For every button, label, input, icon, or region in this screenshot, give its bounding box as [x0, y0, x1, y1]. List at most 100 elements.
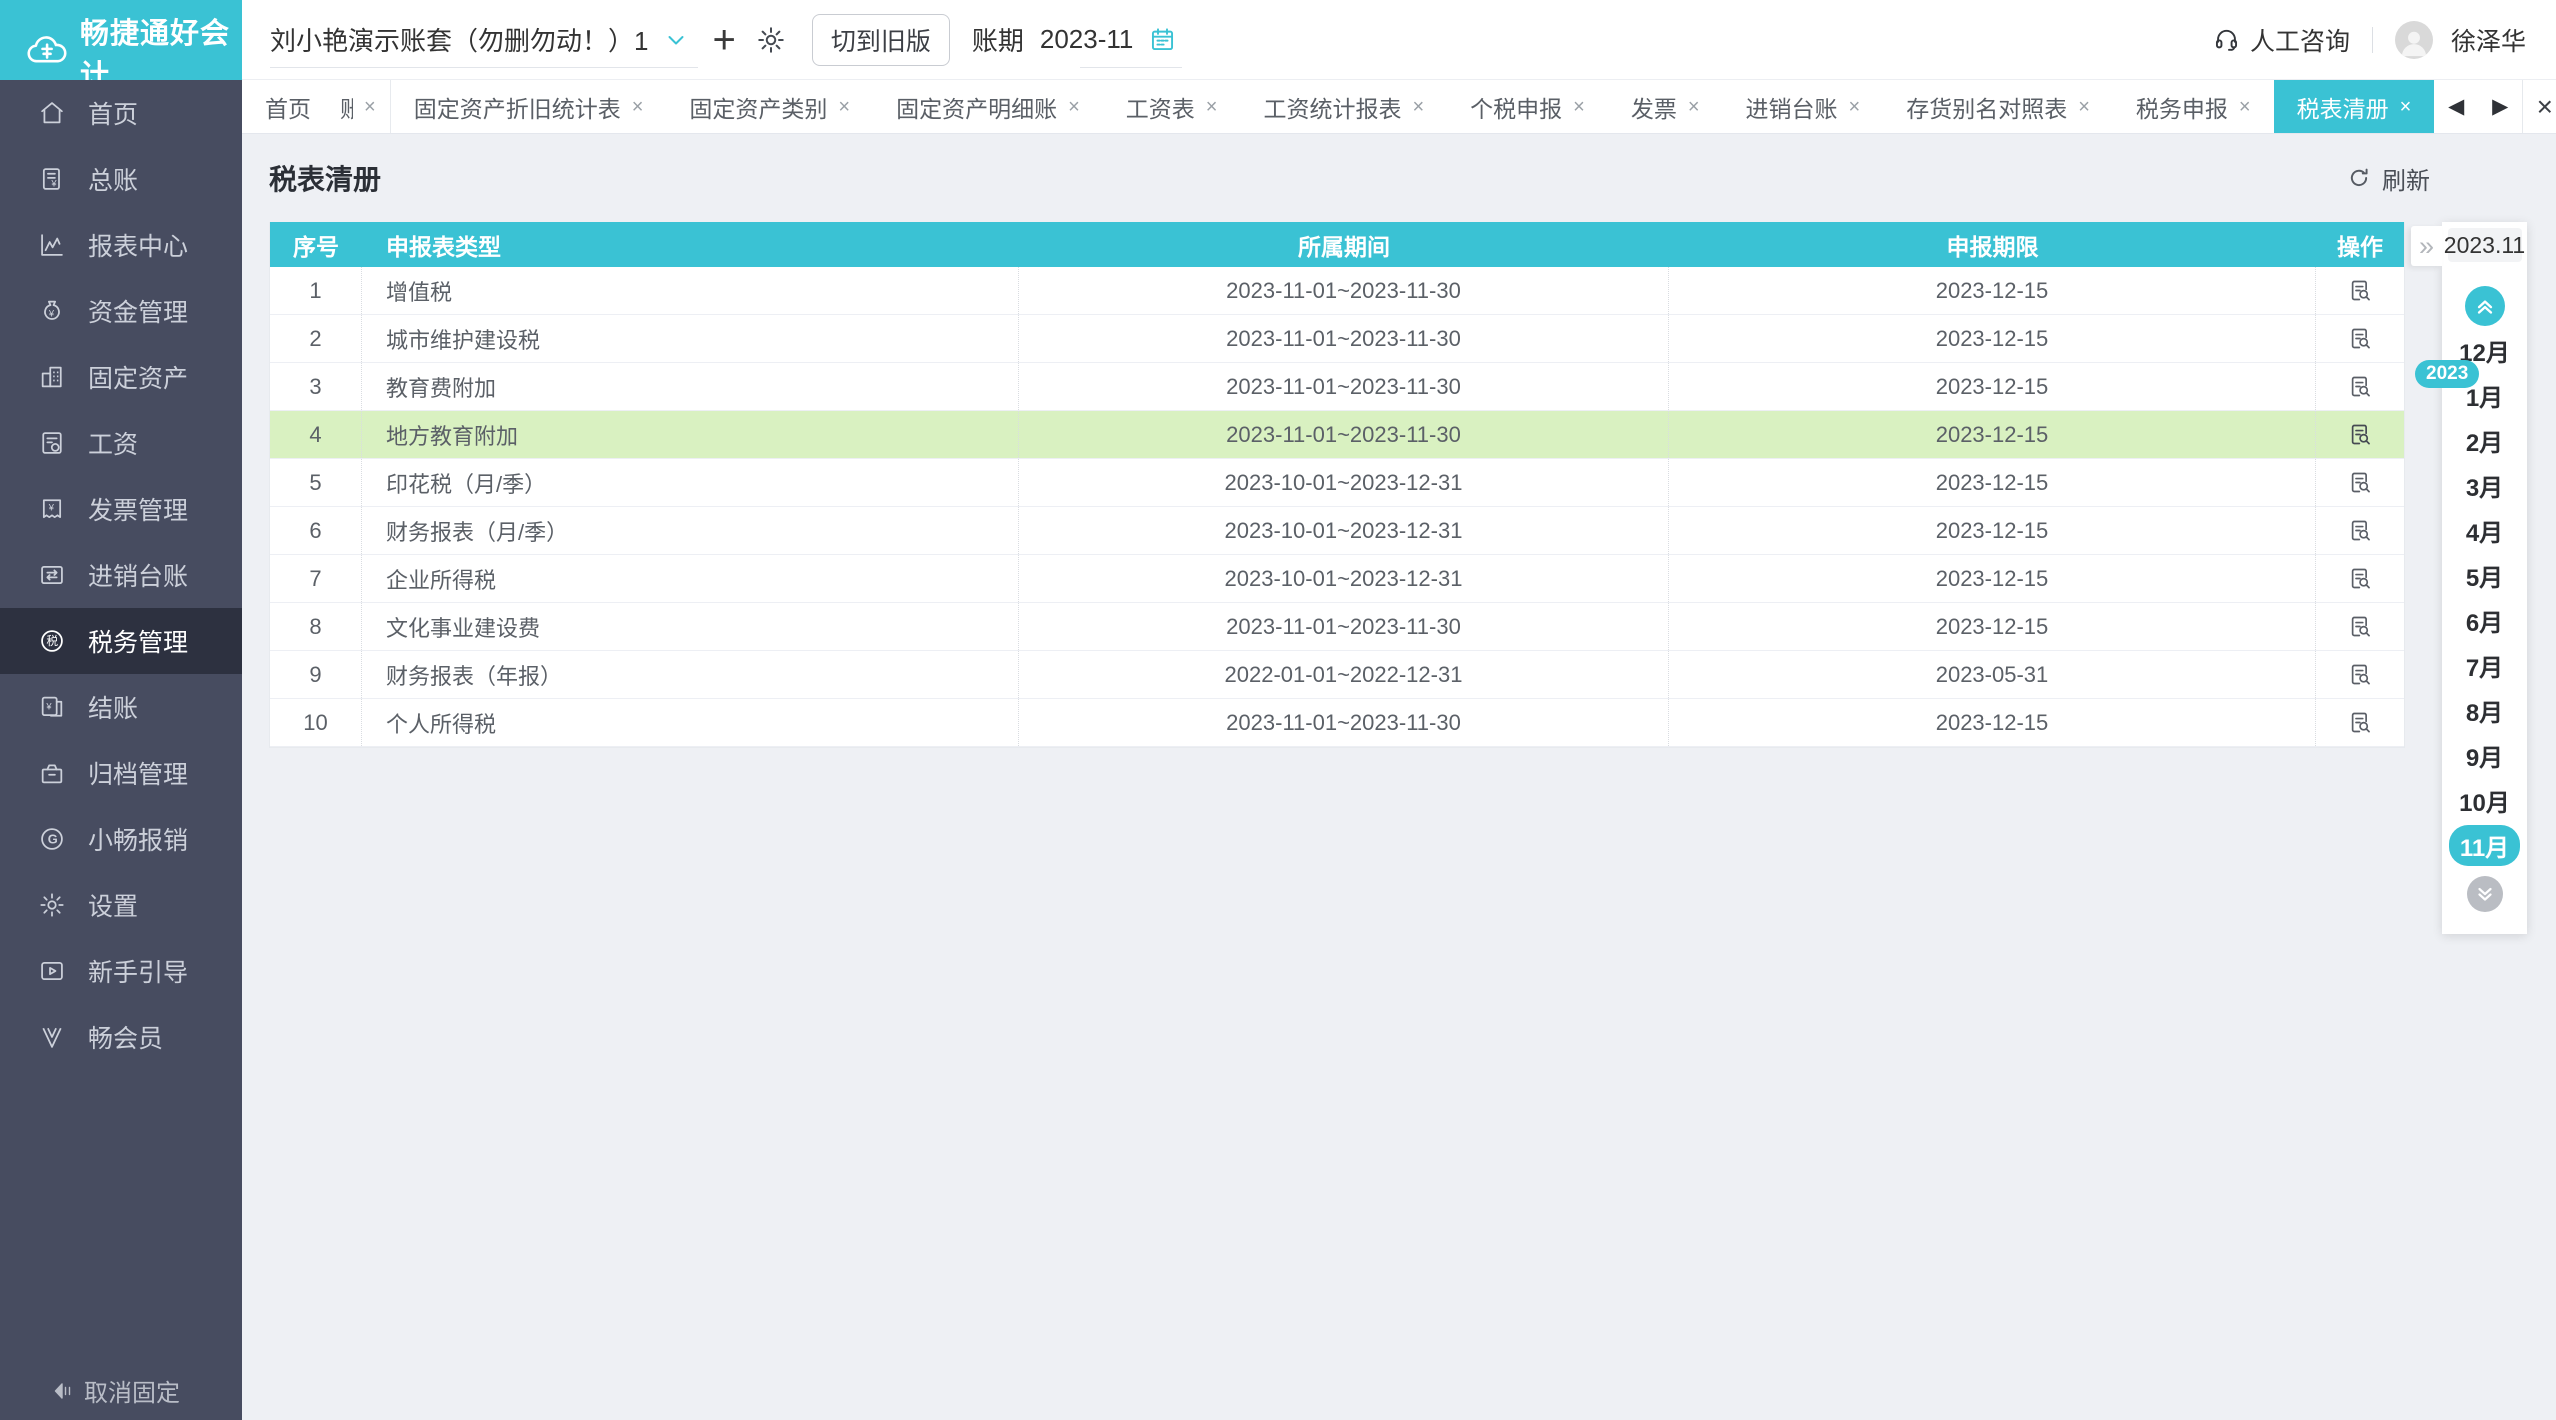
month-item[interactable]: 9月 [2465, 745, 2504, 772]
tab-close-icon[interactable]: × [1068, 95, 1080, 118]
tab-tax-filing[interactable]: 税务申报 × [2113, 80, 2274, 133]
cell-no: 4 [270, 411, 362, 458]
tab-personal-tax[interactable]: 个税申报 × [1447, 80, 1608, 133]
view-report-icon[interactable] [2347, 421, 2374, 448]
view-report-icon[interactable] [2347, 469, 2374, 496]
sidebar-item-closing[interactable]: ¥ 结账 [0, 674, 242, 740]
tab-close-icon[interactable]: × [838, 95, 851, 118]
collapse-panel-icon[interactable]: » [2411, 226, 2442, 266]
table-row[interactable]: 1 增值税 2023-11-01~2023-11-30 2023-12-15 [270, 267, 2404, 315]
sidebar-item-label: 归档管理 [88, 761, 189, 789]
view-report-icon[interactable] [2347, 709, 2374, 736]
tab-close-icon[interactable]: × [1848, 95, 1861, 118]
view-report-icon[interactable] [2347, 661, 2374, 688]
add-account-button[interactable]: + [712, 17, 736, 62]
cell-deadline: 2023-05-31 [1669, 651, 2316, 698]
tab-fixed-asset-category[interactable]: 固定资产类别 × [666, 80, 873, 133]
tab-tax-register[interactable]: 税表清册 × [2273, 80, 2435, 133]
avatar[interactable] [2394, 20, 2433, 59]
tab-close-icon[interactable]: × [1687, 95, 1700, 118]
month-item[interactable]: 3月 [2465, 475, 2504, 502]
table-row-highlighted[interactable]: 4 地方教育附加 2023-11-01~2023-11-30 2023-12-1… [270, 411, 2404, 459]
sidebar-item-report-center[interactable]: 报表中心 [0, 212, 242, 278]
current-period-label: 2023.11 [2444, 228, 2525, 262]
unpin-sidebar-toggle[interactable]: 取消固定 [52, 1373, 180, 1408]
month-item[interactable]: 4月 [2465, 520, 2504, 547]
sidebar-item-tax-management[interactable]: 税 税务管理 [0, 608, 242, 674]
view-report-icon[interactable] [2347, 565, 2374, 592]
tab-inventory-alias[interactable]: 存货别名对照表 × [1883, 80, 2113, 133]
divider [2371, 26, 2373, 53]
switch-to-old-version-button[interactable]: 切到旧版 [811, 13, 950, 66]
tab-close-icon[interactable]: × [631, 95, 644, 118]
tab-fixed-asset-depreciation[interactable]: 固定资产折旧统计表 × [391, 80, 667, 133]
tab-salary-stats[interactable]: 工资统计报表 × [1240, 80, 1447, 133]
tab-close-icon[interactable]: × [1205, 95, 1218, 118]
calendar-icon[interactable] [1149, 26, 1176, 53]
table-row[interactable]: 3 教育费附加 2023-11-01~2023-11-30 2023-12-15 [270, 363, 2404, 411]
cell-deadline: 2023-12-15 [1669, 603, 2316, 650]
table-row[interactable]: 10 个人所得税 2023-11-01~2023-11-30 2023-12-1… [270, 699, 2404, 747]
svg-text:¥: ¥ [48, 309, 55, 319]
sidebar-item-salary[interactable]: 工资 [0, 410, 242, 476]
unpin-label: 取消固定 [84, 1380, 180, 1407]
sidebar-item-label: 小畅报销 [88, 827, 189, 855]
month-item[interactable]: 8月 [2465, 700, 2504, 727]
tab-close-icon[interactable]: × [2399, 95, 2412, 118]
sidebar-item-fixed-assets[interactable]: 固定资产 [0, 344, 242, 410]
tab-home[interactable]: 首页 [242, 80, 334, 133]
support-link[interactable]: 人工咨询 [2213, 22, 2350, 58]
sidebar-item-expense[interactable]: G 小畅报销 [0, 806, 242, 872]
settings-gear-icon[interactable] [756, 25, 786, 55]
tab-close-icon[interactable]: × [364, 95, 376, 118]
tab-clipped[interactable]: 账 × [334, 80, 391, 133]
tab-close-icon[interactable]: × [1573, 95, 1585, 118]
view-report-icon[interactable] [2347, 277, 2374, 304]
sidebar-item-membership[interactable]: 畅会员 [0, 1004, 242, 1070]
sidebar-item-invoices[interactable]: ¥ 发票管理 [0, 476, 242, 542]
month-item[interactable]: 2月 [2465, 430, 2504, 457]
table-row[interactable]: 5 印花税（月/季） 2023-10-01~2023-12-31 2023-12… [270, 459, 2404, 507]
table-row[interactable]: 8 文化事业建设费 2023-11-01~2023-11-30 2023-12-… [270, 603, 2404, 651]
tab-close-icon[interactable]: × [2078, 95, 2090, 118]
sidebar-item-home[interactable]: 首页 [0, 80, 242, 146]
tab-scroll-right-icon[interactable]: ▶ [2492, 95, 2509, 118]
tab-close-icon[interactable]: × [1412, 95, 1425, 118]
view-report-icon[interactable] [2347, 325, 2374, 352]
sidebar-item-general-ledger[interactable]: ¥ 总账 [0, 146, 242, 212]
scroll-months-down-icon[interactable] [2466, 876, 2503, 912]
sidebar-item-funds[interactable]: ¥ 资金管理 [0, 278, 242, 344]
sidebar-item-trade-ledger[interactable]: 进销台账 [0, 542, 242, 608]
close-all-tabs-icon[interactable]: × [2522, 80, 2556, 133]
archive-icon [38, 759, 66, 787]
sidebar-item-archive[interactable]: 归档管理 [0, 740, 242, 806]
user-name[interactable]: 徐泽华 [2450, 27, 2526, 56]
table-row[interactable]: 9 财务报表（年报） 2022-01-01~2022-12-31 2023-05… [270, 651, 2404, 699]
scroll-months-up-icon[interactable] [2464, 286, 2505, 326]
month-item[interactable]: 1月 [2465, 385, 2504, 412]
account-selector[interactable]: 刘小艳演示账套（勿删勿动！）1 [270, 0, 699, 79]
view-report-icon[interactable] [2347, 613, 2374, 640]
tab-label: 税表清册 [2296, 95, 2389, 122]
tab-salary-sheet[interactable]: 工资表 × [1103, 80, 1241, 133]
view-report-icon[interactable] [2347, 517, 2374, 544]
month-item[interactable]: 10月 [2459, 790, 2510, 817]
tab-trade-ledger[interactable]: 进销台账 × [1723, 80, 1884, 133]
table-row[interactable]: 7 企业所得税 2023-10-01~2023-12-31 2023-12-15 [270, 555, 2404, 603]
sidebar-item-guide[interactable]: 新手引导 [0, 938, 242, 1004]
tab-close-icon[interactable]: × [2238, 95, 2251, 118]
view-report-icon[interactable] [2347, 373, 2374, 400]
month-item-selected[interactable]: 11月 [2442, 823, 2527, 868]
tab-fixed-asset-detail[interactable]: 固定资产明细账 × [873, 80, 1103, 133]
period-value[interactable]: 2023-11 [1039, 24, 1134, 54]
sidebar-item-settings[interactable]: 设置 [0, 872, 242, 938]
table-row[interactable]: 6 财务报表（月/季） 2023-10-01~2023-12-31 2023-1… [270, 507, 2404, 555]
cell-period: 2023-11-01~2023-11-30 [1019, 363, 1669, 410]
tab-scroll-left-icon[interactable]: ◀ [2448, 95, 2465, 118]
month-item[interactable]: 7月 [2465, 655, 2504, 682]
refresh-button[interactable]: 刷新 [2346, 161, 2430, 196]
month-item[interactable]: 6月 [2465, 610, 2504, 637]
table-row[interactable]: 2 城市维护建设税 2023-11-01~2023-11-30 2023-12-… [270, 315, 2404, 363]
tab-invoice[interactable]: 发票 × [1608, 80, 1723, 133]
month-item[interactable]: 5月 [2465, 565, 2504, 592]
